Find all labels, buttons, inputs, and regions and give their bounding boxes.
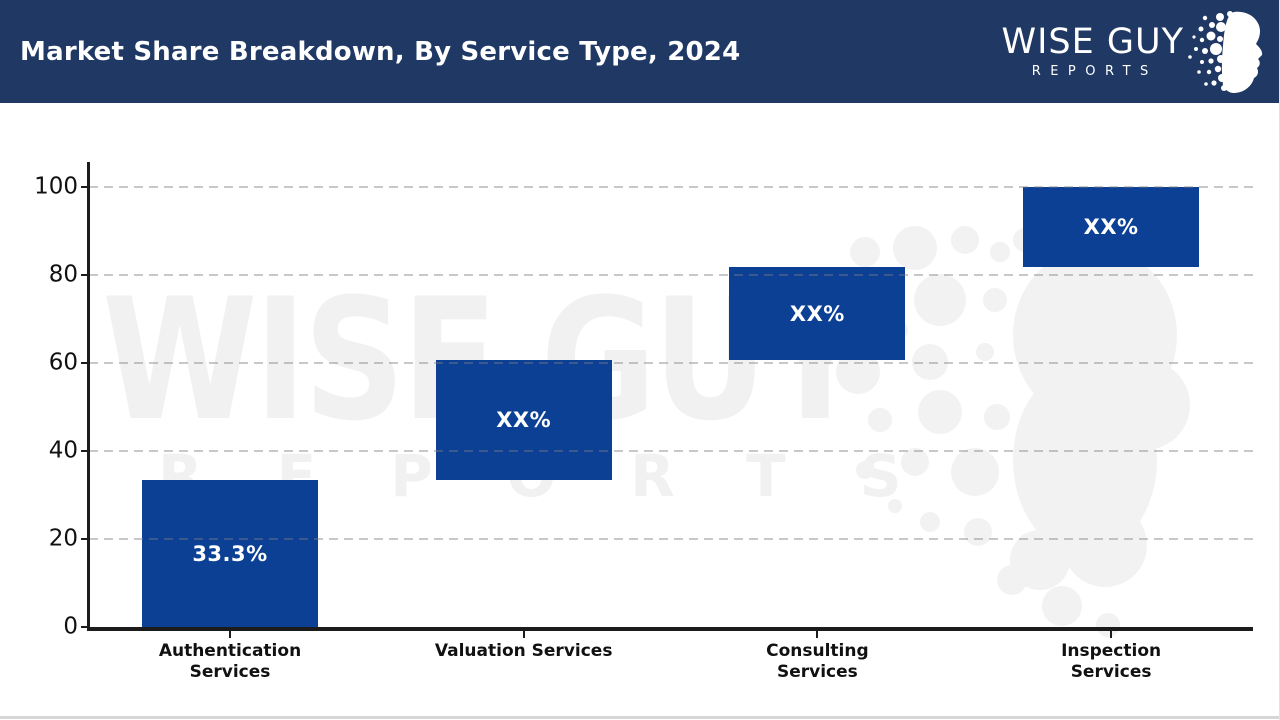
gridline [89,186,1253,188]
header: Market Share Breakdown, By Service Type,… [0,0,1279,103]
bar-value-label: XX% [789,301,845,326]
x-tick-mark [816,630,819,638]
y-tick-mark [81,186,89,188]
page-title: Market Share Breakdown, By Service Type,… [20,36,741,67]
bar-segment: XX% [729,267,906,361]
logo-head-icon [1188,10,1263,93]
bar-value-label: XX% [496,408,552,433]
brand-logo: WISE GUY REPORTS [1001,9,1266,95]
y-tick-mark [81,274,89,276]
bar-segment: XX% [435,360,612,481]
bar-value-label: 33.3% [192,541,268,566]
y-tick-label: 20 [48,525,78,552]
bar-segment: 33.3% [142,480,318,627]
bar-value-label: XX% [1083,215,1139,240]
gridline [89,538,1253,540]
y-tick-mark [81,450,89,452]
gridline [89,450,1253,452]
y-tick-label: 40 [48,437,78,464]
category-label: Valuation Services [434,641,613,661]
y-tick-label: 100 [34,173,78,200]
y-tick-mark [81,362,89,364]
category-label: Authentication Services [158,641,302,682]
y-tick-label: 60 [48,349,78,376]
brand-subtext: REPORTS [1031,63,1158,79]
x-tick-mark [522,630,525,638]
brand-logo-text: WISE GUY REPORTS [1001,21,1184,79]
x-axis-line [87,627,1253,631]
y-tick-label: 80 [48,261,78,288]
gridline [89,274,1253,276]
x-tick-mark [229,630,231,638]
category-label: Inspection Services [1061,641,1162,682]
x-tick-mark [1110,630,1113,638]
y-tick-mark [81,626,89,628]
brand-wordmark: WISE GUY [1001,21,1184,62]
y-tick-label: 0 [63,613,78,640]
bottom-divider [0,716,1279,719]
bar-segment: XX% [1023,187,1200,268]
y-axis-line [87,162,90,630]
gridline [89,362,1253,364]
y-tick-mark [81,538,89,540]
category-label: Consulting Services [766,641,869,682]
